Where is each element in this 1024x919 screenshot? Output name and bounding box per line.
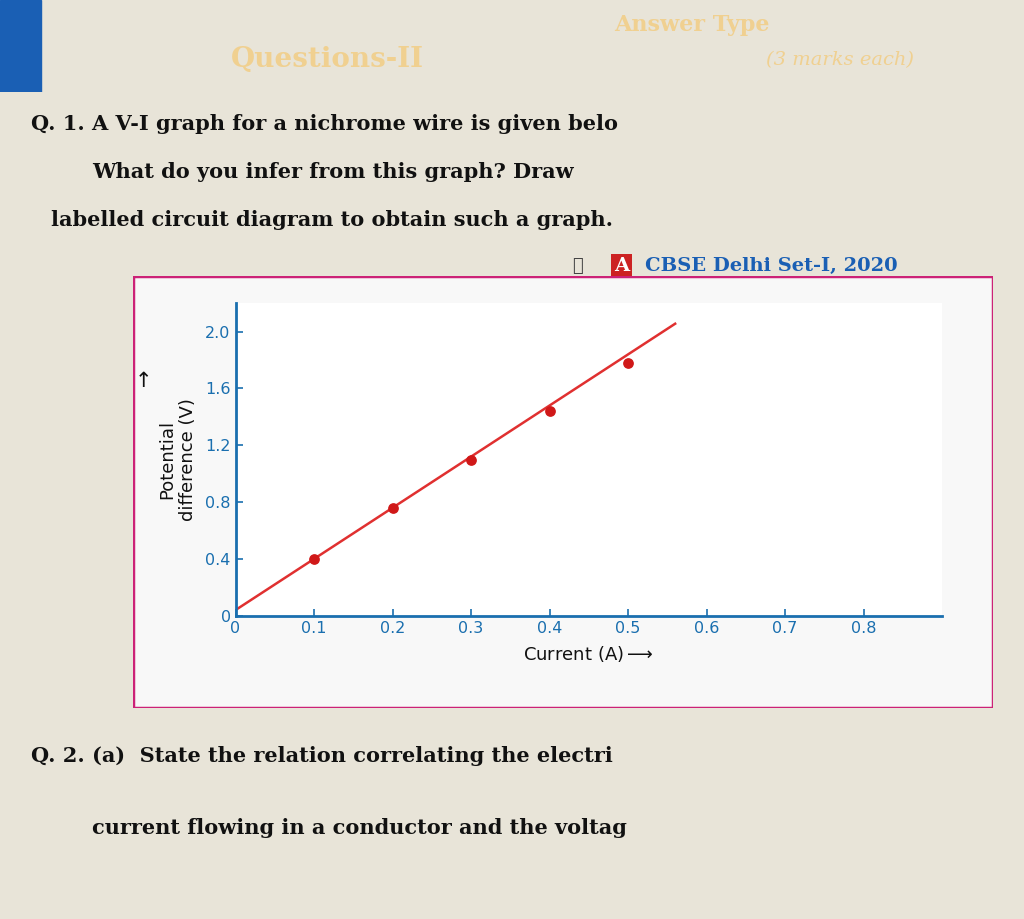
Point xyxy=(620,356,636,370)
Text: (3 marks each): (3 marks each) xyxy=(766,51,913,69)
Y-axis label: Potential
difference (V): Potential difference (V) xyxy=(158,398,197,521)
Text: labelled circuit diagram to obtain such a graph.: labelled circuit diagram to obtain such … xyxy=(51,210,613,230)
Text: ↑: ↑ xyxy=(134,371,153,391)
Point xyxy=(463,452,479,467)
Text: CBSE Delhi Set-I, 2020: CBSE Delhi Set-I, 2020 xyxy=(645,257,898,276)
Text: Q. 1. A V-I graph for a nichrome wire is given belo: Q. 1. A V-I graph for a nichrome wire is… xyxy=(31,114,617,134)
Text: 🕛: 🕛 xyxy=(573,257,590,276)
Text: current flowing in a conductor and the voltag: current flowing in a conductor and the v… xyxy=(92,818,627,837)
Text: What do you infer from this graph? Draw: What do you infer from this graph? Draw xyxy=(92,162,573,182)
Text: Answer Type: Answer Type xyxy=(614,14,770,36)
X-axis label: Current (A)$\longrightarrow$: Current (A)$\longrightarrow$ xyxy=(523,644,654,664)
Text: Questions-II: Questions-II xyxy=(231,46,424,74)
Point xyxy=(306,551,323,566)
Point xyxy=(384,501,400,516)
Point xyxy=(542,403,558,418)
Bar xyxy=(0,0,41,92)
FancyBboxPatch shape xyxy=(133,276,993,708)
Text: Q. 2. (a)  State the relation correlating the electri: Q. 2. (a) State the relation correlating… xyxy=(31,745,612,766)
Text: A: A xyxy=(614,257,630,276)
